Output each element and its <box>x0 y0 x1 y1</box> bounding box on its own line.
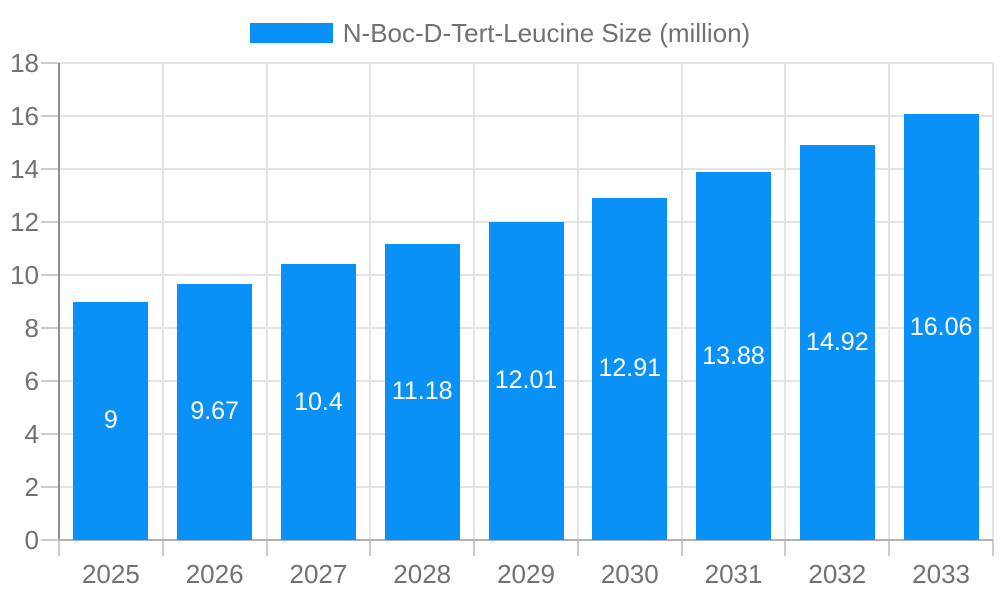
x-axis-label: 2028 <box>393 559 452 589</box>
bar-2032[interactable]: 14.92 <box>799 144 875 540</box>
x-tick <box>888 540 891 556</box>
gridline-v <box>680 63 683 540</box>
y-axis-label: 10 <box>10 260 39 290</box>
gridline-h <box>59 115 993 117</box>
x-tick <box>58 540 60 556</box>
gridline-h <box>59 62 993 64</box>
bar-value-label: 10.4 <box>294 387 343 416</box>
x-tick <box>576 540 579 556</box>
x-tick <box>680 540 683 556</box>
x-axis-label: 2026 <box>185 559 244 589</box>
x-axis-label: 2032 <box>808 559 867 589</box>
y-tick <box>41 115 59 117</box>
y-axis-line <box>58 63 60 540</box>
x-axis-label: 2030 <box>600 559 659 589</box>
y-tick <box>41 380 59 382</box>
bar-value-label: 9.67 <box>190 397 239 426</box>
x-tick <box>369 540 372 556</box>
legend-label: N-Boc-D-Tert-Leucine Size (million) <box>342 18 751 48</box>
legend-swatch-icon <box>249 23 333 43</box>
bar-2028[interactable]: 11.18 <box>384 243 460 540</box>
y-axis-label: 0 <box>24 525 39 555</box>
y-axis-label: 2 <box>24 472 39 502</box>
bar-value-label: 11.18 <box>391 377 453 406</box>
gridline-v <box>369 63 372 540</box>
x-tick <box>473 540 476 556</box>
gridline-v <box>161 63 164 540</box>
x-axis-label: 2033 <box>912 559 971 589</box>
bar-2031[interactable]: 13.88 <box>696 172 772 540</box>
gridline-v <box>992 63 994 540</box>
y-axis-label: 16 <box>10 101 39 131</box>
y-tick <box>41 539 59 541</box>
gridline-h <box>59 168 993 170</box>
gridline-v <box>473 63 476 540</box>
y-tick <box>41 327 59 329</box>
legend-item[interactable]: N-Boc-D-Tert-Leucine Size (million) <box>0 20 1000 46</box>
gridline-v <box>576 63 579 540</box>
gridline-v <box>888 63 891 540</box>
x-tick <box>161 540 164 556</box>
y-axis-label: 18 <box>10 48 39 78</box>
bar-value-label: 9 <box>103 406 118 435</box>
gridline-v <box>265 63 268 540</box>
bar-2029[interactable]: 12.01 <box>488 221 564 540</box>
x-axis-label: 2029 <box>497 559 555 589</box>
y-tick <box>41 274 59 276</box>
bar-2025[interactable]: 9 <box>73 301 149 540</box>
y-axis-label: 6 <box>24 366 39 396</box>
y-axis-label: 12 <box>10 207 39 237</box>
bar-value-label: 16.06 <box>909 312 973 341</box>
bar-value-label: 12.91 <box>598 354 662 383</box>
y-tick <box>41 168 59 170</box>
bar-value-label: 14.92 <box>806 327 869 356</box>
bar-2033[interactable]: 16.06 <box>903 114 979 540</box>
bar-2027[interactable]: 10.4 <box>280 264 356 540</box>
y-axis-label: 14 <box>10 154 39 184</box>
bar-2026[interactable]: 9.67 <box>177 283 253 540</box>
gridline-v <box>784 63 787 540</box>
x-tick <box>992 540 994 556</box>
bar-value-label: 13.88 <box>702 341 765 370</box>
y-tick <box>41 221 59 223</box>
y-axis-label: 8 <box>24 313 39 343</box>
bar-2030[interactable]: 12.91 <box>592 197 668 540</box>
x-tick <box>265 540 268 556</box>
y-tick <box>41 433 59 435</box>
y-tick <box>41 62 59 64</box>
bar-value-label: 12.01 <box>494 366 558 395</box>
y-axis-label: 4 <box>24 419 39 449</box>
x-tick <box>784 540 787 556</box>
x-axis-label: 2031 <box>704 559 763 589</box>
x-axis-label: 2027 <box>289 559 348 589</box>
x-axis-line <box>58 539 993 541</box>
x-axis-label: 2025 <box>81 559 140 589</box>
y-tick <box>41 486 59 488</box>
